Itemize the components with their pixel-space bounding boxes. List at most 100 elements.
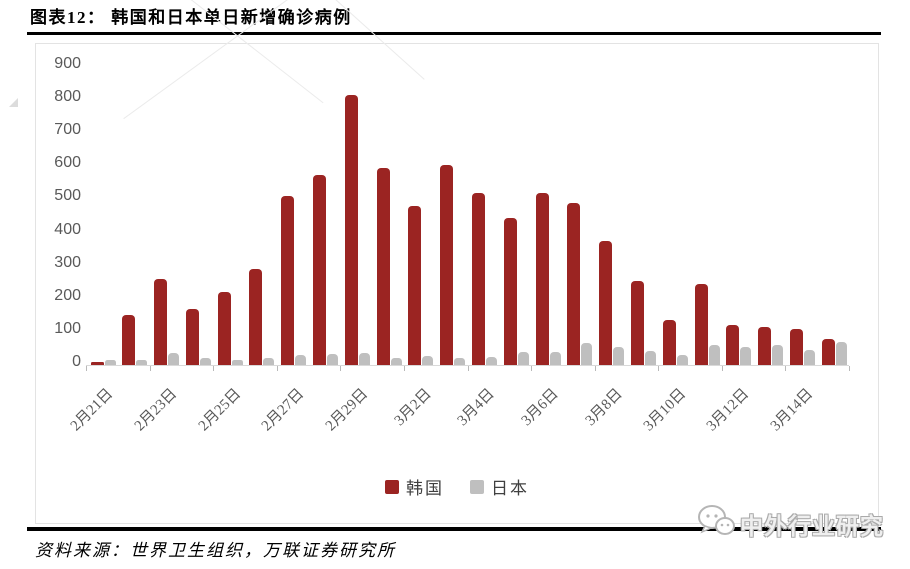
x-tick-label: 3月8日 [582, 385, 626, 430]
x-axis-tick [594, 366, 596, 371]
bar-japan [168, 353, 180, 365]
bar-japan [772, 345, 784, 365]
x-axis-tick [658, 366, 660, 371]
bar-korea [694, 283, 708, 365]
source-note: 资料来源：世界卫生组织，万联证券研究所 [35, 541, 396, 560]
bar-korea [313, 174, 327, 365]
x-tick-label: 3月6日 [518, 385, 562, 430]
brand-watermark: 中外行业研究 [697, 504, 884, 543]
x-tick-label: 3月12日 [704, 385, 753, 435]
x-tick-label: 3月14日 [767, 385, 817, 435]
bar-korea [154, 278, 168, 365]
bar-japan [676, 355, 688, 365]
x-axis-tick [149, 366, 151, 371]
bar-korea [440, 164, 454, 365]
y-tick-label: 800 [54, 88, 81, 106]
bar-korea [535, 192, 549, 365]
brand-name: 中外行业研究 [740, 513, 884, 539]
y-tick-label: 500 [54, 187, 81, 205]
japan-swatch [470, 479, 484, 494]
bar-korea [408, 206, 422, 365]
chart-area: 0 100 200 300 400 500 600 700 800 900 2月21日 2月23日 2… [35, 43, 879, 524]
bar-korea [472, 192, 485, 365]
bar-korea [726, 325, 740, 365]
x-axis-tick [403, 366, 405, 371]
bar-korea [503, 217, 517, 365]
legend-item-japan: 日本 [470, 474, 529, 499]
y-tick-label: 300 [54, 253, 81, 271]
bar-korea [376, 167, 390, 365]
x-axis-tick [721, 366, 723, 371]
bar-korea [185, 308, 199, 365]
bar-korea [217, 292, 231, 365]
bar-japan [803, 350, 815, 365]
x-axis-tick [340, 366, 342, 371]
legend-label-japan: 日本 [491, 479, 529, 498]
bar-japan [327, 354, 339, 365]
x-tick-label: 2月21日 [68, 385, 117, 435]
bar-japan [390, 358, 402, 365]
bar-japan [581, 343, 593, 365]
korea-swatch [385, 479, 399, 494]
bar-japan [517, 351, 529, 365]
watermark-triangle [9, 98, 18, 107]
bar-japan [613, 346, 625, 365]
x-axis-line [86, 365, 849, 366]
x-tick-label: 2月29日 [322, 385, 371, 435]
y-tick-label: 200 [54, 286, 81, 304]
bar-japan [740, 346, 752, 365]
x-tick-label: 3月4日 [454, 385, 499, 430]
bar-korea [599, 240, 613, 365]
y-tick-label: 900 [54, 55, 81, 72]
x-tick-label: 2月27日 [258, 385, 308, 435]
bar-korea [122, 315, 136, 365]
bar-japan [358, 353, 370, 365]
footer-divider-rule [27, 527, 881, 531]
bar-japan [708, 345, 720, 365]
bar-japan [454, 358, 466, 365]
bar-korea [821, 338, 835, 365]
y-tick-label: 600 [54, 154, 81, 172]
bar-korea [758, 326, 772, 365]
y-tick-label: 400 [54, 220, 81, 238]
bar-japan [486, 356, 497, 365]
x-axis-tick [467, 366, 469, 371]
x-tick-label: 3月10日 [640, 385, 689, 435]
bar-japan [422, 356, 434, 365]
bar-korea [789, 328, 803, 365]
x-axis-tick [785, 366, 787, 371]
x-tick-label: 3月2日 [391, 385, 435, 430]
bar-korea [249, 268, 263, 365]
bar-japan [549, 351, 561, 365]
bar-japan [231, 360, 243, 365]
bar-korea [630, 280, 644, 365]
bar-korea [567, 202, 581, 365]
bar-japan [104, 360, 116, 365]
x-axis-tick [86, 366, 87, 371]
y-tick-label: 700 [54, 121, 81, 139]
x-tick-label: 2月25日 [195, 385, 244, 435]
bar-japan [136, 360, 148, 365]
legend-label-korea: 韩国 [406, 479, 444, 498]
bar-japan [295, 355, 307, 365]
bar-korea [344, 95, 358, 365]
y-tick-label: 100 [54, 319, 81, 337]
bar-japan [835, 341, 847, 365]
y-tick-label: 0 [72, 353, 81, 370]
bar-korea [662, 320, 676, 365]
chart-legend: 韩国 日本 [36, 474, 878, 499]
bar-japan [644, 351, 656, 365]
bar-korea [281, 196, 295, 365]
bar-japan [199, 358, 211, 365]
x-axis-tick [531, 366, 533, 371]
chat-bubbles-icon [697, 504, 737, 543]
bar-korea [90, 362, 104, 365]
bar-japan [263, 358, 275, 365]
x-tick-label: 2月23日 [131, 385, 181, 435]
title-divider-rule [27, 32, 881, 35]
legend-item-korea: 韩国 [385, 474, 444, 499]
chart-title: 图表12： 韩国和日本单日新增确诊病例 [30, 8, 352, 27]
x-axis-tick [213, 366, 215, 371]
x-axis-tick [849, 366, 850, 371]
